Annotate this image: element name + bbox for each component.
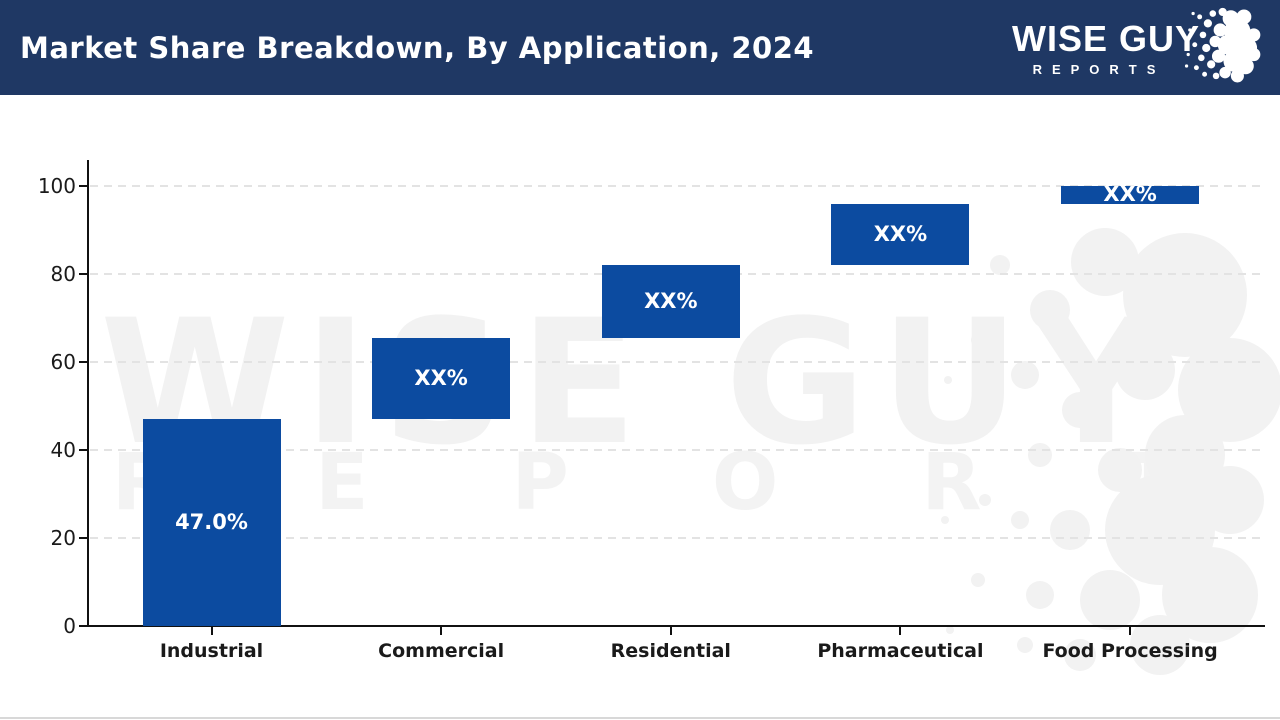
- x-axis-label-commercial: Commercial: [378, 640, 505, 662]
- y-tick-label-60: 60: [50, 350, 76, 374]
- x-tick-mark-commercial: [440, 627, 443, 635]
- y-axis-line: [87, 160, 89, 627]
- y-tick-mark-0: [79, 625, 87, 627]
- x-tick-mark-industrial: [210, 627, 213, 635]
- x-tick-mark-residential: [669, 627, 672, 635]
- x-tick-mark-food-processing: [1129, 627, 1132, 635]
- y-tick-label-40: 40: [50, 438, 76, 462]
- bottom-border-line: [0, 717, 1280, 719]
- bar-pharmaceutical: XX%: [831, 203, 970, 266]
- x-axis-label-residential: Residential: [610, 640, 731, 662]
- bar-value-label-industrial: 47.0%: [175, 510, 248, 535]
- y-tick-mark-20: [79, 537, 87, 539]
- gridline-40: [90, 449, 1264, 451]
- watermark-text-reports: R E P O R T S: [112, 438, 1280, 528]
- bar-commercial: XX%: [372, 337, 511, 420]
- gridline-100: [90, 185, 1264, 187]
- gridline-60: [90, 361, 1264, 363]
- x-axis-label-industrial: Industrial: [159, 640, 264, 662]
- bar-value-label-residential: XX%: [644, 288, 698, 313]
- brand-name: WISE GUY: [1012, 18, 1201, 59]
- dotted-head-icon: [1184, 7, 1261, 83]
- bar-food-processing: XX%: [1061, 182, 1200, 207]
- y-tick-label-20: 20: [50, 526, 76, 550]
- brand-logo: WISE GUY REPORTS: [1012, 6, 1262, 90]
- brand-logo-text: WISE GUY REPORTS: [1012, 18, 1201, 77]
- y-tick-label-100: 100: [37, 174, 76, 198]
- bar-value-label-pharmaceutical: XX%: [873, 221, 928, 246]
- y-tick-mark-100: [79, 185, 87, 187]
- header-bar: Market Share Breakdown, By Application, …: [0, 0, 1280, 95]
- x-axis-line: [87, 625, 1265, 627]
- page-title: Market Share Breakdown, By Application, …: [20, 30, 815, 65]
- gridline-20: [90, 537, 1264, 539]
- x-axis-label-pharmaceutical: Pharmaceutical: [817, 640, 984, 662]
- y-tick-label-0: 0: [63, 614, 76, 638]
- bar-industrial: 47.0%: [142, 419, 281, 626]
- x-axis-label-food-processing: Food Processing: [1042, 640, 1218, 662]
- brand-subname: REPORTS: [1032, 62, 1166, 77]
- y-tick-label-80: 80: [50, 262, 76, 286]
- y-tick-mark-80: [79, 273, 87, 275]
- bar-value-label-food-processing: XX%: [1103, 182, 1157, 207]
- x-tick-mark-pharmaceutical: [899, 627, 902, 635]
- bar-residential: XX%: [601, 265, 740, 338]
- watermark-dotted-head-icon: [941, 228, 1280, 675]
- y-tick-mark-60: [79, 361, 87, 363]
- y-tick-mark-40: [79, 449, 87, 451]
- bar-value-label-commercial: XX%: [414, 365, 468, 390]
